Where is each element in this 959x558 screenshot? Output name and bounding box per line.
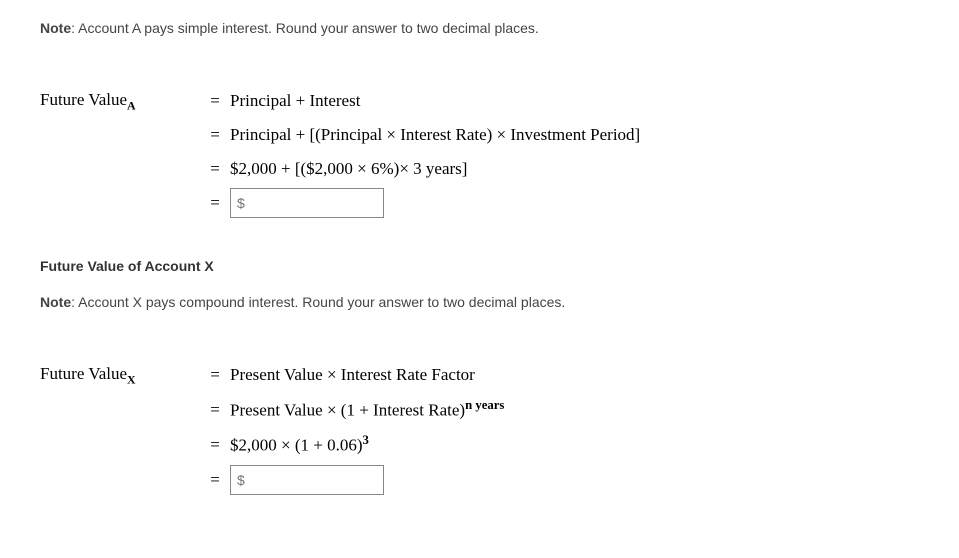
section-title-x: Future Value of Account X bbox=[40, 258, 919, 274]
eq-rhs-input bbox=[230, 465, 919, 495]
eq-rhs: Present Value × Interest Rate Factor bbox=[230, 361, 919, 388]
eq-row: = Principal + [(Principal × Interest Rat… bbox=[40, 121, 919, 148]
rhs-pre: $2,000 × (1 + 0.06) bbox=[230, 436, 363, 455]
eq-lhs: Future ValueA bbox=[40, 86, 200, 115]
eq-row: = bbox=[40, 465, 919, 495]
equation-block-a: Future ValueA = Principal + Interest = P… bbox=[40, 86, 919, 218]
eq-equals: = bbox=[200, 431, 230, 458]
answer-input-a[interactable] bbox=[230, 188, 384, 218]
note-account-x: Note: Account X pays compound interest. … bbox=[40, 294, 919, 310]
eq-rhs: $2,000 + [($2,000 × 6%)× 3 years] bbox=[230, 155, 919, 182]
answer-input-x[interactable] bbox=[230, 465, 384, 495]
eq-equals: = bbox=[200, 121, 230, 148]
lhs-main: Future Value bbox=[40, 364, 127, 383]
eq-equals: = bbox=[200, 396, 230, 423]
rhs-pre: Present Value × (1 + Interest Rate) bbox=[230, 401, 465, 420]
eq-equals: = bbox=[200, 155, 230, 182]
note-text: : Account X pays compound interest. Roun… bbox=[71, 294, 565, 310]
eq-rhs-input bbox=[230, 188, 919, 218]
lhs-main: Future Value bbox=[40, 90, 127, 109]
eq-rhs: Principal + [(Principal × Interest Rate)… bbox=[230, 121, 919, 148]
note-label: Note bbox=[40, 20, 71, 36]
eq-rhs: Principal + Interest bbox=[230, 87, 919, 114]
note-label: Note bbox=[40, 294, 71, 310]
lhs-subscript: X bbox=[127, 372, 136, 386]
note-text: : Account A pays simple interest. Round … bbox=[71, 20, 539, 36]
eq-row: = $2,000 + [($2,000 × 6%)× 3 years] bbox=[40, 155, 919, 182]
rhs-sup: n years bbox=[465, 398, 504, 412]
eq-equals: = bbox=[200, 361, 230, 388]
eq-equals: = bbox=[200, 466, 230, 493]
rhs-sup: 3 bbox=[363, 433, 369, 447]
eq-rhs: $2,000 × (1 + 0.06)3 bbox=[230, 430, 919, 459]
eq-rhs: Present Value × (1 + Interest Rate)n yea… bbox=[230, 395, 919, 424]
note-account-a: Note: Account A pays simple interest. Ro… bbox=[40, 20, 919, 36]
eq-lhs: Future ValueX bbox=[40, 360, 200, 389]
eq-row: Future ValueX = Present Value × Interest… bbox=[40, 360, 919, 389]
eq-row: Future ValueA = Principal + Interest bbox=[40, 86, 919, 115]
eq-row: = $2,000 × (1 + 0.06)3 bbox=[40, 430, 919, 459]
eq-row: = Present Value × (1 + Interest Rate)n y… bbox=[40, 395, 919, 424]
eq-equals: = bbox=[200, 87, 230, 114]
equation-block-x: Future ValueX = Present Value × Interest… bbox=[40, 360, 919, 495]
lhs-subscript: A bbox=[127, 98, 136, 112]
eq-equals: = bbox=[200, 189, 230, 216]
eq-row: = bbox=[40, 188, 919, 218]
